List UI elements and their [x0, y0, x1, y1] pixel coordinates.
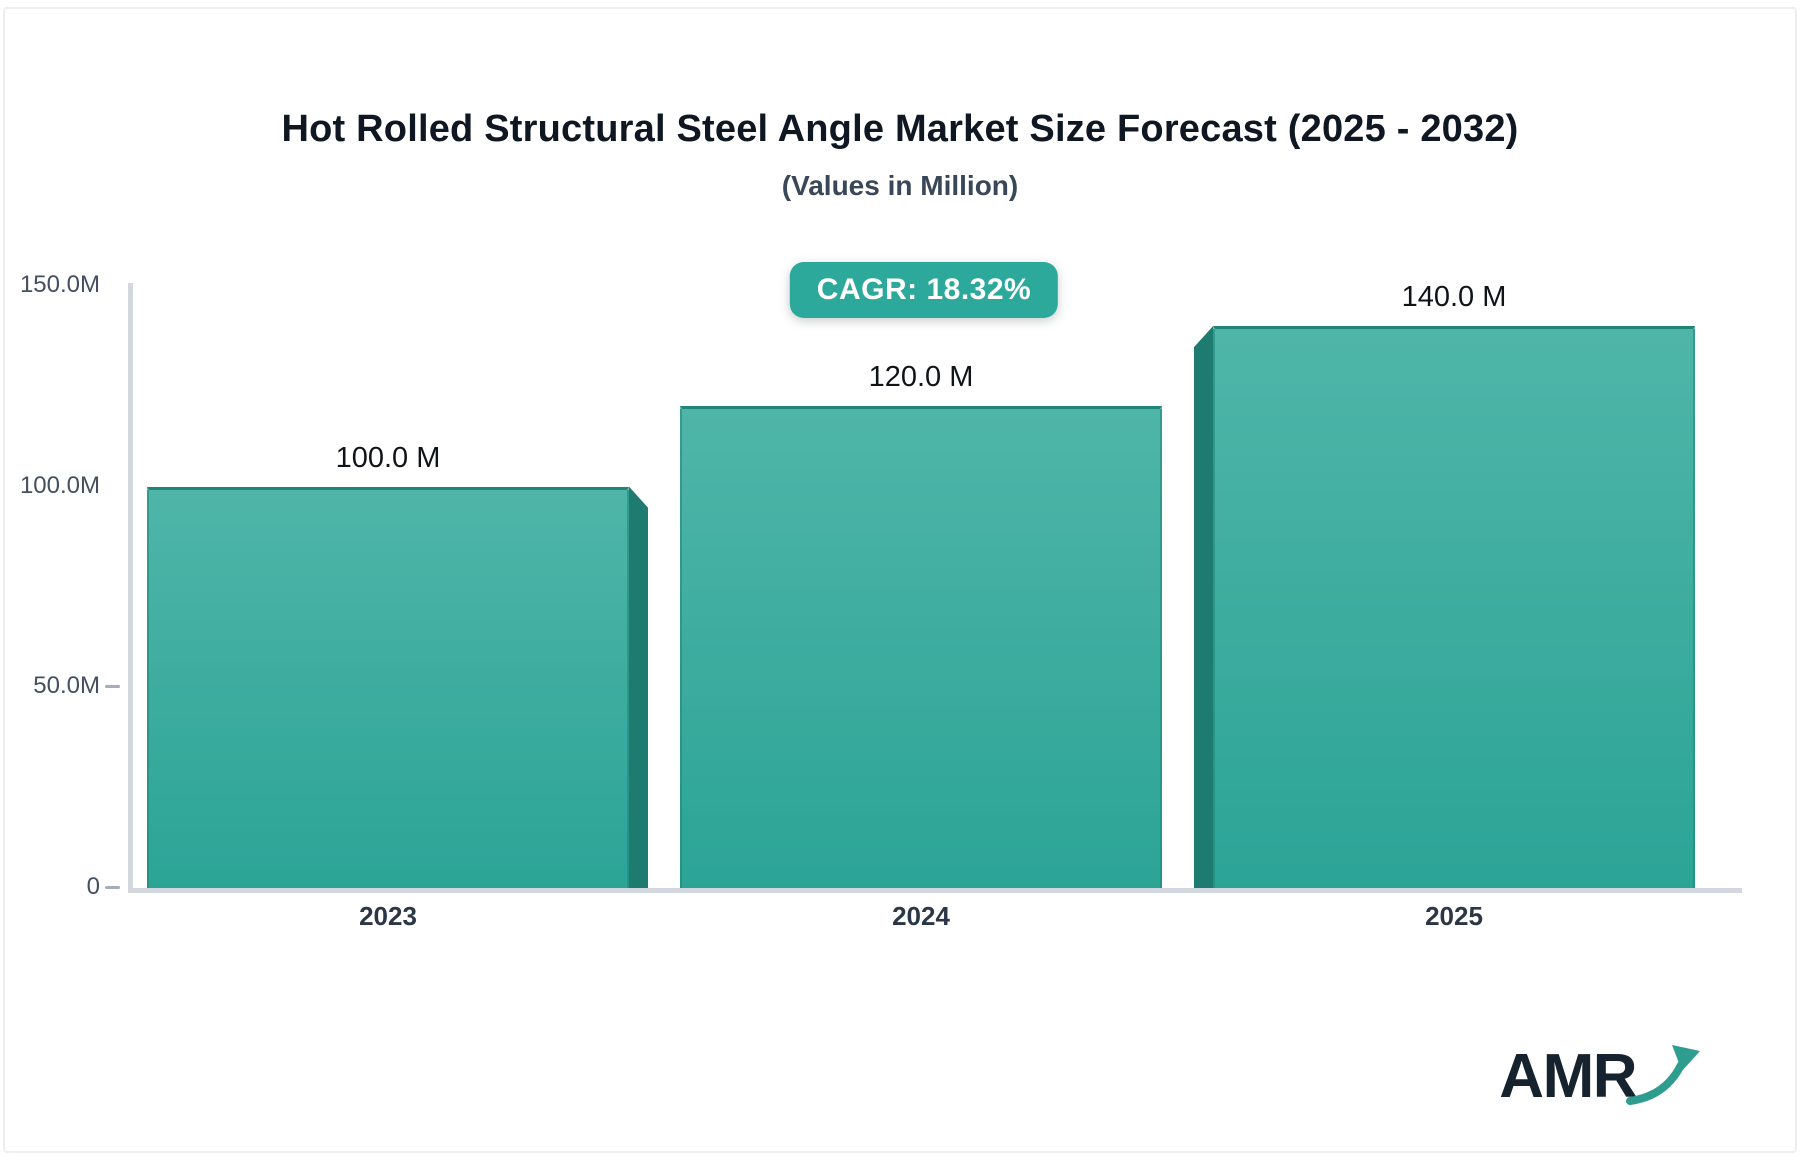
y-tick-label-50.0M: 50.0M: [33, 672, 100, 700]
chart-title: Hot Rolled Structural Steel Angle Market…: [281, 108, 1519, 150]
x-axis-label-2024: 2024: [892, 901, 950, 931]
y-tick-mark: [105, 685, 120, 689]
y-tick-label-100.0M: 100.0M: [19, 471, 100, 499]
bar-3d-side: [629, 486, 648, 888]
bar-value-label: 100.0 M: [335, 441, 441, 474]
x-axis-label-2023: 2023: [359, 901, 417, 931]
cagr-badge: CAGR: 18.32%: [789, 262, 1059, 318]
bar-value-label: 120.0 M: [868, 361, 974, 394]
bar-3d-side: [1194, 326, 1213, 888]
amr-logo-text: AMR: [1499, 1042, 1637, 1111]
amr-logo: AMR: [1499, 1041, 1704, 1108]
bar-2024: [680, 406, 1162, 888]
x-axis-baseline: [130, 888, 1742, 893]
chart-subtitle: (Values in Million): [781, 170, 1019, 201]
growth-arrow-icon: [1626, 1041, 1704, 1112]
bar-2025: [1213, 326, 1695, 888]
y-tick-label-0: 0: [86, 873, 100, 900]
bar-value-label: 140.0 M: [1401, 281, 1507, 314]
y-tick-label-150.0M: 150.0M: [19, 271, 100, 298]
x-axis-label-2025: 2025: [1425, 901, 1483, 931]
bar-2023: [147, 486, 629, 888]
y-tick-mark: [105, 886, 120, 889]
y-axis-line: [128, 283, 133, 893]
